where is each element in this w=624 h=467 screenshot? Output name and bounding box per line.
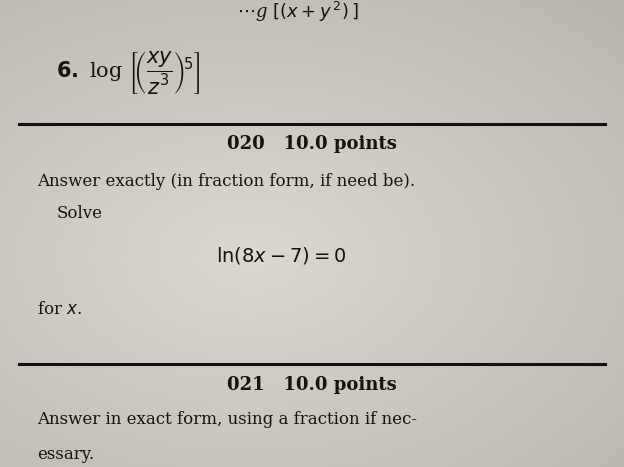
Text: 020   10.0 points: 020 10.0 points [227,135,397,154]
Text: $\mathbf{6.}$ log $\left[\!\left(\dfrac{xy}{z^3}\right)^{\!5}\right]$: $\mathbf{6.}$ log $\left[\!\left(\dfrac{… [56,49,201,96]
Text: $\ln(8x - 7) = 0$: $\ln(8x - 7) = 0$ [216,245,346,266]
Text: Answer in exact form, using a fraction if nec-: Answer in exact form, using a fraction i… [37,411,417,428]
Text: Answer exactly (in fraction form, if need be).: Answer exactly (in fraction form, if nee… [37,173,416,190]
Text: for $x$.: for $x$. [37,301,82,318]
Text: $\cdots$g $[(x + y^{\,2})\,]$: $\cdots$g $[(x + y^{\,2})\,]$ [237,0,359,24]
Text: essary.: essary. [37,446,95,463]
Text: Solve: Solve [56,205,102,222]
Text: 021   10.0 points: 021 10.0 points [227,376,397,394]
